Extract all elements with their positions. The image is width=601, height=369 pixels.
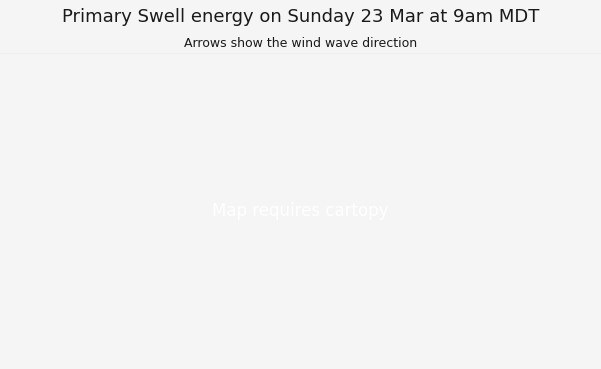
Text: Arrows show the wind wave direction: Arrows show the wind wave direction <box>184 37 417 51</box>
Text: Primary Swell energy on Sunday 23 Mar at 9am MDT: Primary Swell energy on Sunday 23 Mar at… <box>62 8 539 26</box>
Text: Map requires cartopy: Map requires cartopy <box>212 202 389 220</box>
